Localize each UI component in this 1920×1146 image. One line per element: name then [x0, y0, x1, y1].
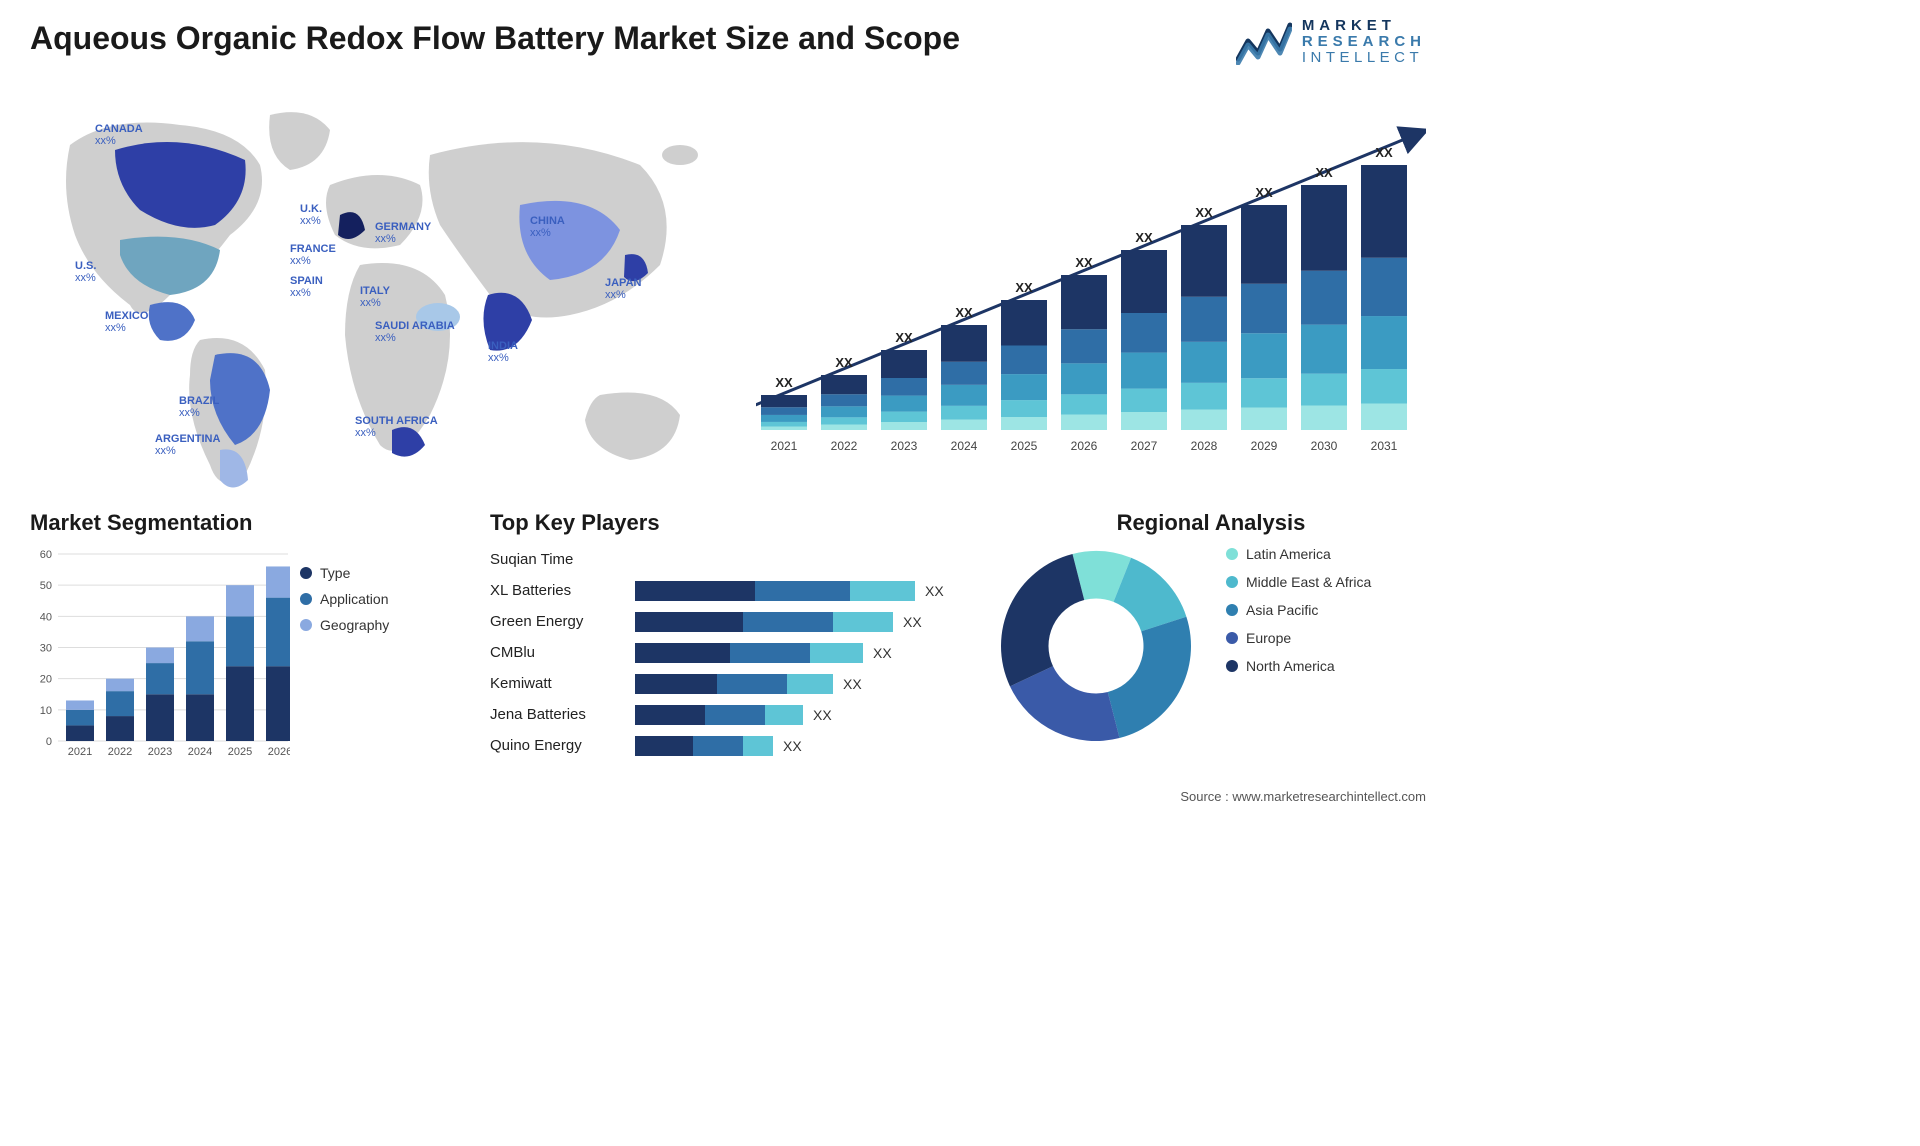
player-value: XX: [783, 738, 802, 754]
player-row-suqian-time: Suqian Time: [490, 546, 980, 573]
world-map: CANADAxx% U.S.xx% MEXICOxx% BRAZILxx% ARGENT…: [20, 95, 720, 495]
player-row-jena-batteries: Jena Batteries XX: [490, 701, 980, 728]
svg-text:XX: XX: [835, 355, 853, 370]
map-label-u-s-: U.S.xx%: [75, 260, 96, 284]
svg-text:2024: 2024: [188, 746, 212, 758]
map-label-italy: ITALYxx%: [360, 285, 390, 309]
logo-text-1: MARKET: [1302, 18, 1426, 34]
map-label-spain: SPAINxx%: [290, 275, 323, 299]
player-name: Quino Energy: [490, 737, 635, 754]
svg-text:2025: 2025: [1011, 439, 1038, 453]
svg-text:2030: 2030: [1311, 439, 1338, 453]
page-title: Aqueous Organic Redox Flow Battery Marke…: [30, 20, 960, 57]
svg-text:XX: XX: [895, 330, 913, 345]
svg-text:2023: 2023: [891, 439, 918, 453]
player-row-quino-energy: Quino Energy XX: [490, 732, 980, 759]
map-label-india: INDIAxx%: [488, 340, 518, 364]
svg-text:2026: 2026: [268, 746, 290, 758]
svg-text:10: 10: [40, 705, 52, 717]
segmentation-title: Market Segmentation: [30, 510, 470, 536]
map-label-france: FRANCExx%: [290, 243, 336, 267]
regional-legend-north-america: North America: [1226, 658, 1371, 674]
map-label-saudi-arabia: SAUDI ARABIAxx%: [375, 320, 455, 344]
logo-text-3: INTELLECT: [1302, 50, 1426, 66]
player-row-kemiwatt: Kemiwatt XX: [490, 670, 980, 697]
seg-legend-application: Application: [300, 591, 389, 607]
player-value: XX: [813, 707, 832, 723]
svg-text:XX: XX: [1315, 165, 1333, 180]
svg-text:XX: XX: [775, 375, 793, 390]
svg-text:XX: XX: [1375, 145, 1393, 160]
svg-text:2023: 2023: [148, 746, 172, 758]
regional-panel: Regional Analysis Latin America Middle Ea…: [996, 510, 1426, 746]
regional-legend: Latin America Middle East & Africa Asia Pa…: [1226, 546, 1371, 686]
player-row-xl-batteries: XL Batteries XX: [490, 577, 980, 604]
svg-text:2021: 2021: [771, 439, 798, 453]
svg-text:2022: 2022: [108, 746, 132, 758]
map-label-brazil: BRAZILxx%: [179, 395, 219, 419]
player-name: Green Energy: [490, 613, 635, 630]
player-value: XX: [873, 645, 892, 661]
player-name: Suqian Time: [490, 551, 635, 568]
regional-donut: [996, 546, 1196, 746]
player-name: Jena Batteries: [490, 706, 635, 723]
segmentation-panel: Market Segmentation 0 10 20 30 40 50 60 2021 202…: [30, 510, 470, 776]
regional-legend-asia-pacific: Asia Pacific: [1226, 602, 1371, 618]
svg-text:2025: 2025: [228, 746, 252, 758]
segmentation-legend: Type Application Geography: [300, 565, 389, 643]
player-value: XX: [925, 583, 944, 599]
main-growth-chart: XX 2021 XX 2022 XX 2023 XX 2024 XX 2025 XX 2026 XX 20…: [756, 100, 1426, 470]
map-label-canada: CANADAxx%: [95, 123, 143, 147]
regional-legend-middle-east-africa: Middle East & Africa: [1226, 574, 1371, 590]
map-label-argentina: ARGENTINAxx%: [155, 433, 220, 457]
players-title: Top Key Players: [490, 510, 980, 536]
svg-text:2021: 2021: [68, 746, 92, 758]
svg-text:50: 50: [40, 580, 52, 592]
svg-text:2027: 2027: [1131, 439, 1158, 453]
logo-mark-icon: [1236, 19, 1292, 65]
svg-text:0: 0: [46, 736, 52, 748]
seg-legend-geography: Geography: [300, 617, 389, 633]
svg-text:XX: XX: [1195, 205, 1213, 220]
map-label-germany: GERMANYxx%: [375, 221, 431, 245]
svg-text:XX: XX: [955, 305, 973, 320]
svg-text:60: 60: [40, 549, 52, 561]
player-name: CMBlu: [490, 644, 635, 661]
svg-text:2024: 2024: [951, 439, 978, 453]
regional-legend-europe: Europe: [1226, 630, 1371, 646]
svg-text:40: 40: [40, 611, 52, 623]
svg-text:XX: XX: [1255, 185, 1273, 200]
map-label-south-africa: SOUTH AFRICAxx%: [355, 415, 438, 439]
svg-text:XX: XX: [1015, 280, 1033, 295]
player-value: XX: [843, 676, 862, 692]
svg-text:2031: 2031: [1371, 439, 1398, 453]
svg-text:XX: XX: [1075, 255, 1093, 270]
svg-text:2026: 2026: [1071, 439, 1098, 453]
seg-legend-type: Type: [300, 565, 389, 581]
svg-text:30: 30: [40, 643, 52, 655]
brand-logo: MARKET RESEARCH INTELLECT: [1236, 18, 1426, 65]
map-label-u-k-: U.K.xx%: [300, 203, 322, 227]
map-label-japan: JAPANxx%: [605, 277, 641, 301]
player-value: XX: [903, 614, 922, 630]
regional-legend-latin-america: Latin America: [1226, 546, 1371, 562]
svg-text:2029: 2029: [1251, 439, 1278, 453]
regional-title: Regional Analysis: [996, 510, 1426, 536]
players-panel: Top Key Players Suqian TimeXL BatteriesX…: [490, 510, 980, 763]
map-label-china: CHINAxx%: [530, 215, 565, 239]
player-name: XL Batteries: [490, 582, 635, 599]
player-row-green-energy: Green Energy XX: [490, 608, 980, 635]
svg-text:2022: 2022: [831, 439, 858, 453]
svg-text:20: 20: [40, 674, 52, 686]
svg-text:XX: XX: [1135, 230, 1153, 245]
map-label-mexico: MEXICOxx%: [105, 310, 148, 334]
player-name: Kemiwatt: [490, 675, 635, 692]
source-attribution: Source : www.marketresearchintellect.com: [1180, 789, 1426, 804]
svg-text:2028: 2028: [1191, 439, 1218, 453]
logo-text-2: RESEARCH: [1302, 34, 1426, 50]
player-row-cmblu: CMBlu XX: [490, 639, 980, 666]
